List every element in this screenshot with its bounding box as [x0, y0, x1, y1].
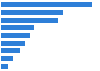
Bar [1, 48, 20, 53]
Bar [1, 56, 13, 61]
Bar [1, 25, 34, 30]
Bar [1, 10, 63, 15]
Bar [1, 41, 25, 46]
Bar [1, 18, 58, 23]
Bar [1, 33, 30, 38]
Bar [1, 2, 92, 7]
Bar [1, 64, 8, 69]
